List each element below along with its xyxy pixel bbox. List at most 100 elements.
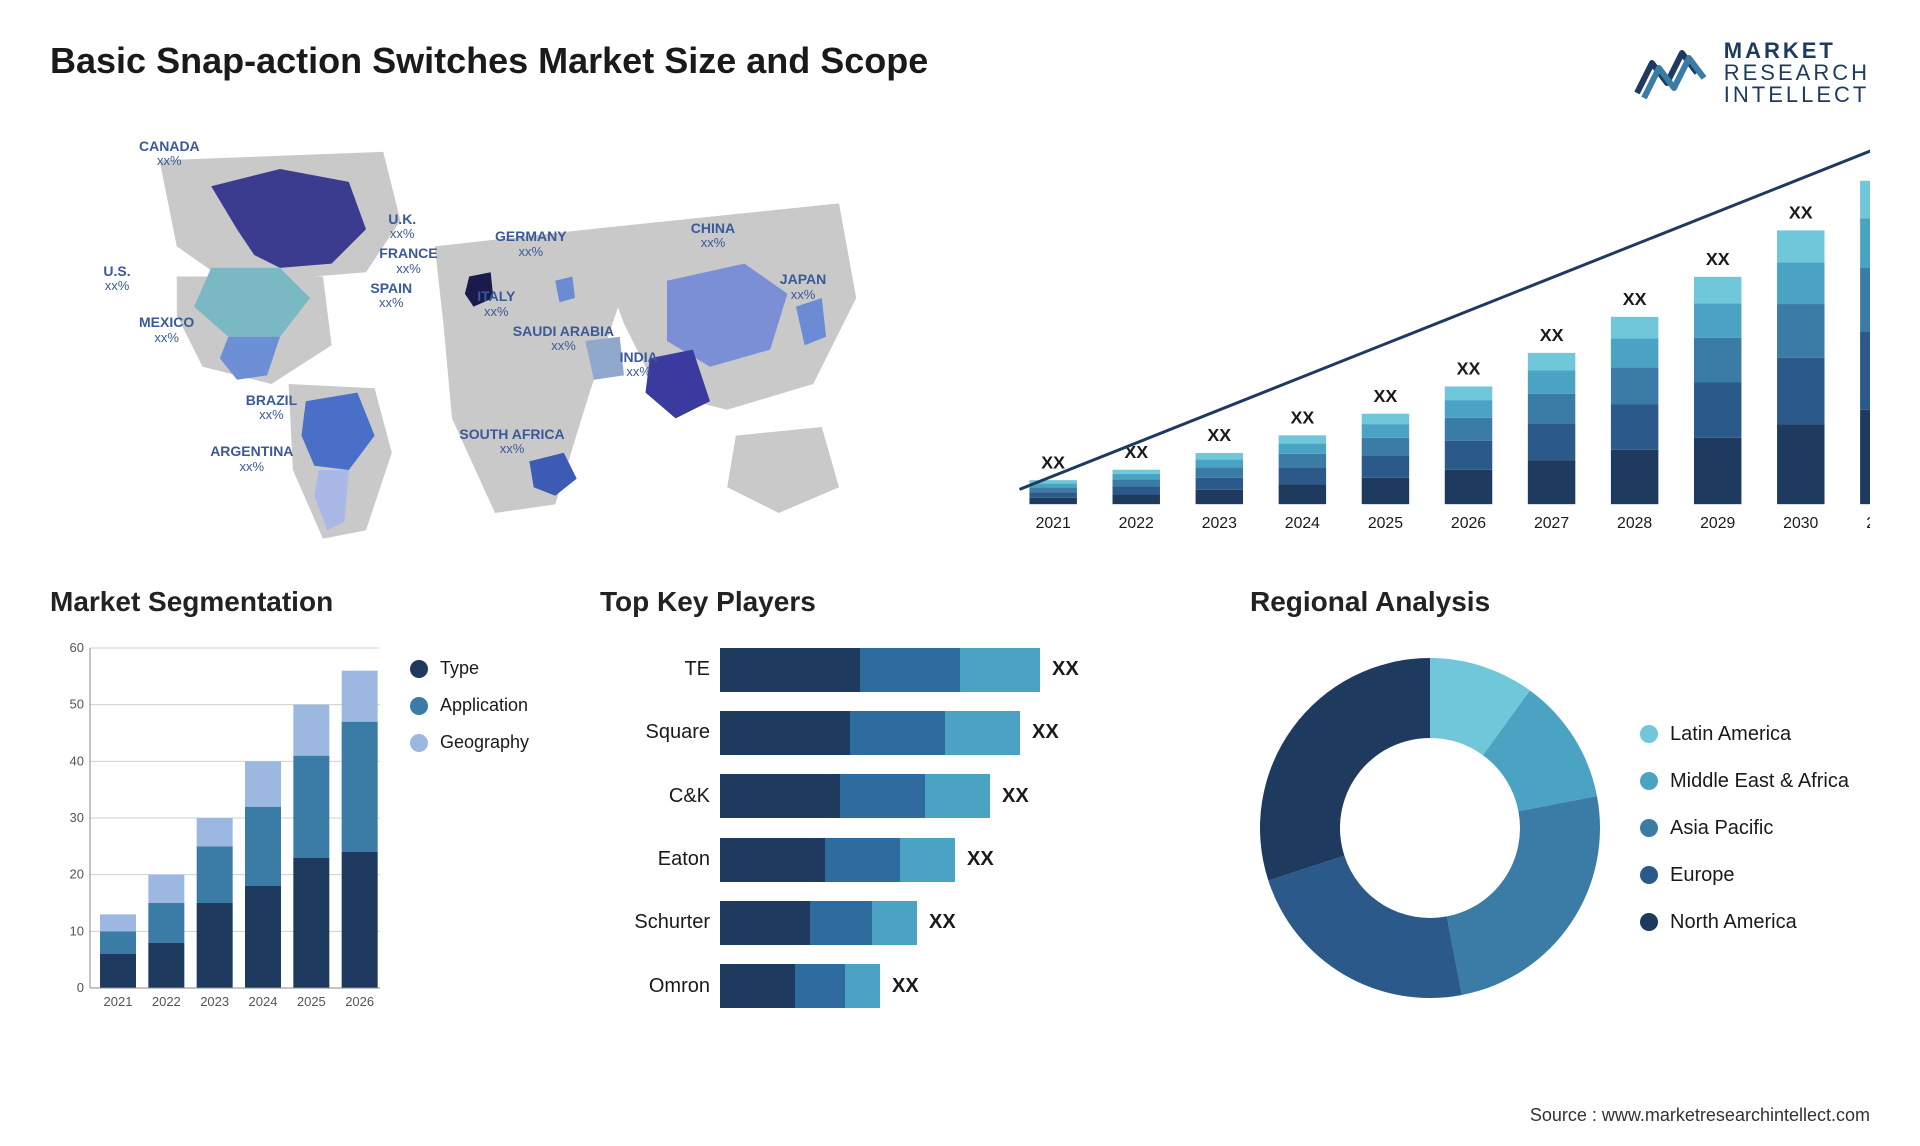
regional-legend-item: Asia Pacific (1640, 817, 1849, 840)
regional-legend-item: Latin America (1640, 723, 1849, 746)
player-bar (720, 648, 1040, 692)
svg-text:2030: 2030 (1783, 515, 1818, 532)
regional-legend-item: North America (1640, 911, 1849, 934)
legend-label: Application (440, 695, 528, 716)
svg-text:2025: 2025 (1368, 515, 1403, 532)
svg-text:2021: 2021 (1036, 515, 1071, 532)
svg-text:XX: XX (1041, 452, 1065, 472)
map-label-canada: CANADAxx% (139, 139, 200, 169)
svg-text:XX: XX (1207, 425, 1231, 445)
segmentation-legend-item: Geography (410, 732, 529, 753)
svg-text:XX: XX (1706, 249, 1730, 269)
map-label-south-africa: SOUTH AFRICAxx% (459, 427, 564, 457)
player-value: XX (1052, 658, 1079, 681)
logo-line3: INTELLECT (1724, 84, 1870, 106)
player-bar-segment (795, 964, 845, 1008)
regional-title: Regional Analysis (1250, 586, 1870, 618)
map-label-saudi-arabia: SAUDI ARABIAxx% (513, 324, 614, 354)
map-label-mexico: MEXICOxx% (139, 315, 194, 345)
svg-text:XX: XX (1291, 407, 1315, 427)
player-bar-segment (720, 964, 795, 1008)
svg-text:XX: XX (1540, 325, 1564, 345)
logo-line2: RESEARCH (1724, 62, 1870, 84)
player-bar (720, 774, 990, 818)
player-bar-row: XX (720, 964, 1220, 1008)
player-label: Square (600, 721, 710, 744)
player-bar-segment (720, 648, 860, 692)
player-label: C&K (600, 785, 710, 808)
legend-label: Geography (440, 732, 529, 753)
player-label: Omron (600, 975, 710, 998)
map-label-u-s-: U.S.xx% (103, 264, 130, 294)
player-bar-row: XX (720, 711, 1220, 755)
svg-text:20: 20 (70, 867, 84, 882)
regional-panel: Regional Analysis Latin America Middle Ea… (1250, 586, 1870, 1066)
map-label-argentina: ARGENTINAxx% (210, 444, 293, 474)
player-bar-segment (850, 711, 945, 755)
svg-text:2031: 2031 (1866, 515, 1870, 532)
svg-text:2024: 2024 (1285, 515, 1320, 532)
svg-text:XX: XX (1374, 386, 1398, 406)
svg-text:60: 60 (70, 640, 84, 655)
player-value: XX (1032, 721, 1059, 744)
segmentation-bar-chart: 0102030405060202120222023202420252026 (50, 638, 390, 1018)
player-bar-segment (720, 901, 810, 945)
growth-bar-chart: XX2021XX2022XX2023XX2024XX2025XX2026XX20… (980, 126, 1870, 556)
legend-dot (1640, 913, 1658, 931)
player-bar-segment (900, 838, 955, 882)
legend-label: Europe (1670, 864, 1735, 887)
segmentation-legend-item: Type (410, 658, 529, 679)
svg-text:2023: 2023 (1202, 515, 1237, 532)
growth-chart-panel: XX2021XX2022XX2023XX2024XX2025XX2026XX20… (980, 126, 1870, 556)
svg-text:2029: 2029 (1700, 515, 1735, 532)
key-players-labels: TESquareC&KEatonSchurterOmron (600, 638, 710, 1018)
svg-text:2024: 2024 (249, 994, 278, 1009)
svg-text:2023: 2023 (200, 994, 229, 1009)
legend-label: Middle East & Africa (1670, 770, 1849, 793)
player-bar-row: XX (720, 901, 1220, 945)
player-bar-row: XX (720, 648, 1220, 692)
map-label-china: CHINAxx% (691, 221, 735, 251)
key-players-bars: XX XX XX XX XX XX (720, 638, 1220, 1018)
player-bar-segment (825, 838, 900, 882)
svg-text:10: 10 (70, 923, 84, 938)
svg-text:2026: 2026 (345, 994, 374, 1009)
svg-text:2021: 2021 (104, 994, 133, 1009)
legend-label: Type (440, 658, 479, 679)
segmentation-panel: Market Segmentation 01020304050602021202… (50, 586, 570, 1066)
map-label-germany: GERMANYxx% (495, 229, 567, 259)
page-title: Basic Snap-action Switches Market Size a… (50, 40, 928, 82)
player-bar-segment (860, 648, 960, 692)
segmentation-title: Market Segmentation (50, 586, 570, 618)
segmentation-legend-item: Application (410, 695, 529, 716)
map-label-spain: SPAINxx% (370, 281, 412, 311)
regional-legend-item: Middle East & Africa (1640, 770, 1849, 793)
svg-text:2022: 2022 (1119, 515, 1154, 532)
map-label-france: FRANCExx% (379, 246, 437, 276)
svg-text:40: 40 (70, 753, 84, 768)
player-bar-segment (845, 964, 880, 1008)
legend-label: Asia Pacific (1670, 817, 1773, 840)
svg-text:30: 30 (70, 810, 84, 825)
regional-legend: Latin America Middle East & Africa Asia Pa… (1640, 723, 1849, 934)
regional-legend-item: Europe (1640, 864, 1849, 887)
player-value: XX (1002, 785, 1029, 808)
map-label-brazil: BRAZILxx% (246, 393, 297, 423)
map-label-italy: ITALYxx% (477, 289, 515, 319)
player-bar-segment (810, 901, 872, 945)
player-label: TE (600, 658, 710, 681)
svg-text:0: 0 (77, 980, 84, 995)
svg-text:XX: XX (1789, 203, 1813, 223)
legend-dot (1640, 772, 1658, 790)
player-label: Eaton (600, 848, 710, 871)
player-bar-row: XX (720, 838, 1220, 882)
source-attribution: Source : www.marketresearchintellect.com (1530, 1105, 1870, 1126)
player-bar-segment (925, 774, 990, 818)
player-bar-segment (720, 711, 850, 755)
legend-dot (410, 660, 428, 678)
legend-dot (1640, 866, 1658, 884)
logo-line1: MARKET (1724, 40, 1870, 62)
player-value: XX (892, 975, 919, 998)
svg-text:2028: 2028 (1617, 515, 1652, 532)
legend-label: North America (1670, 911, 1797, 934)
